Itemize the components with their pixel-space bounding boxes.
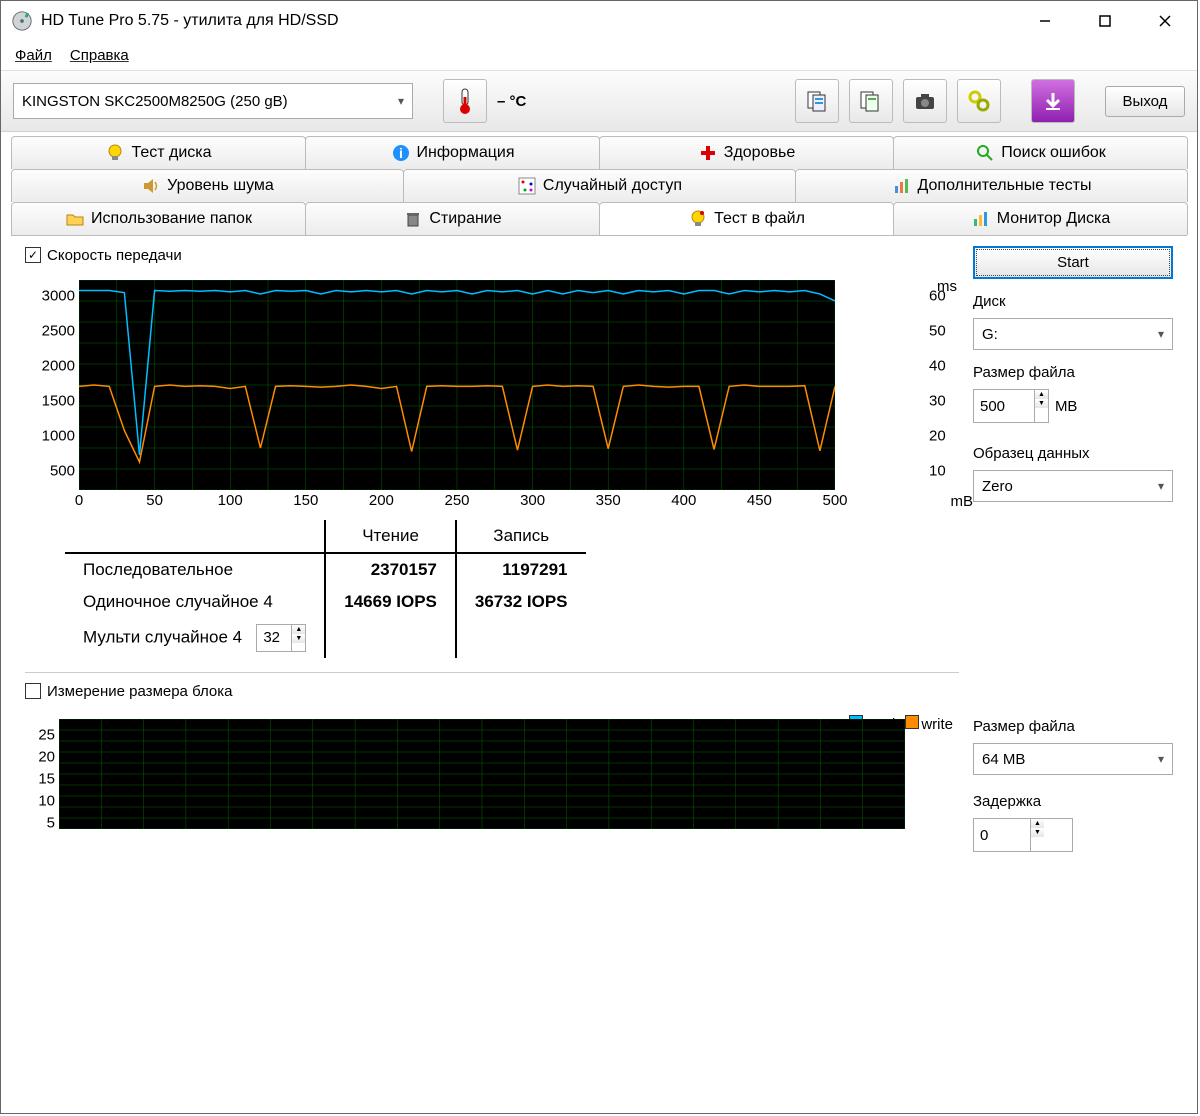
start-button[interactable]: Start <box>973 246 1173 279</box>
seq-write: 1197291 <box>456 553 586 586</box>
filesize2-selector[interactable]: 64 MB▾ <box>973 743 1173 775</box>
filesize-spinner[interactable]: ▲▼ <box>973 389 1049 423</box>
trash-icon <box>403 209 423 229</box>
filesize2-label: Размер файла <box>973 718 1173 735</box>
spin-down-icon[interactable]: ▼ <box>292 634 305 643</box>
spin-down-icon[interactable]: ▼ <box>1031 828 1044 837</box>
tab-здоровье[interactable]: Здоровье <box>599 136 894 169</box>
tab-монитор-диска[interactable]: Монитор Диска <box>893 202 1188 235</box>
copy-info-button[interactable] <box>795 79 839 123</box>
chevron-down-icon: ▾ <box>1158 327 1164 341</box>
seq-read: 2370157 <box>325 553 456 586</box>
tab-дополнительные-тесты[interactable]: Дополнительные тесты <box>795 169 1188 202</box>
exit-button[interactable]: Выход <box>1105 86 1185 117</box>
bulb-icon <box>105 143 125 163</box>
tab-использование-папок[interactable]: Использование папок <box>11 202 306 235</box>
save-button[interactable] <box>1031 79 1075 123</box>
disk-label: Диск <box>973 293 1173 310</box>
menu-help[interactable]: Справка <box>70 47 129 64</box>
temperature-button[interactable] <box>443 79 487 123</box>
pattern-selector[interactable]: Zero▾ <box>973 470 1173 502</box>
row-multi-label: Мульти случайное 4 ▲▼ <box>65 618 325 658</box>
separator <box>25 672 959 673</box>
titlebar: HD Tune Pro 5.75 - утилита для HD/SSD <box>1 1 1197 41</box>
tab-информация[interactable]: iИнформация <box>305 136 600 169</box>
chevron-down-icon: ▾ <box>1158 752 1164 766</box>
info-icon: i <box>391 143 411 163</box>
rand-write: 36732 IOPS <box>456 586 586 618</box>
delay-label: Задержка <box>973 793 1173 810</box>
minimize-button[interactable] <box>1015 3 1075 39</box>
block-chart: MB/s read write 510152025 <box>25 719 959 829</box>
filesize-label: Размер файла <box>973 364 1173 381</box>
x-axis-unit: mB <box>951 493 974 510</box>
delay-spinner[interactable]: ▲▼ <box>973 818 1073 852</box>
window-title: HD Tune Pro 5.75 - утилита для HD/SSD <box>41 12 1015 30</box>
rand-read: 14669 IOPS <box>325 586 456 618</box>
drive-selector[interactable]: KINGSTON SKC2500M8250G (250 gB) ▾ <box>13 83 413 119</box>
col-write: Запись <box>456 520 586 553</box>
disk-selector[interactable]: G:▾ <box>973 318 1173 350</box>
block-size-label: Измерение размера блока <box>47 683 233 700</box>
close-button[interactable] <box>1135 3 1195 39</box>
speaker-icon <box>141 176 161 196</box>
tab-случайный-доступ[interactable]: Случайный доступ <box>403 169 796 202</box>
tab-тест-диска[interactable]: Тест диска <box>11 136 306 169</box>
transfer-rate-label: Скорость передачи <box>47 247 182 264</box>
transfer-rate-checkbox[interactable]: ✓ Скорость передачи <box>25 247 182 264</box>
screenshot-button[interactable] <box>903 79 947 123</box>
chevron-down-icon: ▾ <box>398 94 404 108</box>
tab-поиск-ошибок[interactable]: Поиск ошибок <box>893 136 1188 169</box>
spin-up-icon[interactable]: ▲ <box>1035 390 1048 399</box>
search-icon <box>975 143 995 163</box>
spin-up-icon[interactable]: ▲ <box>1031 819 1044 828</box>
tab-стирание[interactable]: Стирание <box>305 202 600 235</box>
checkbox-box: ✓ <box>25 247 41 263</box>
random-icon <box>517 176 537 196</box>
monitor-icon <box>971 209 991 229</box>
tabs-area: Тест дискаiИнформацияЗдоровьеПоиск ошибо… <box>1 132 1197 235</box>
bulb2-icon <box>688 209 708 229</box>
checkbox-box-empty <box>25 683 41 699</box>
svg-text:i: i <box>399 145 403 161</box>
filesize-input[interactable] <box>974 390 1034 422</box>
spin-down-icon[interactable]: ▼ <box>1035 399 1048 408</box>
app-icon <box>11 10 33 32</box>
content-area: ✓ Скорость передачи MB/s ms 500100015002… <box>11 235 1187 862</box>
main-panel: ✓ Скорость передачи MB/s ms 500100015002… <box>25 246 959 852</box>
folder-icon <box>65 209 85 229</box>
row-seq-label: Последовательное <box>65 553 325 586</box>
health-icon <box>698 143 718 163</box>
block-chart-plot <box>59 719 905 829</box>
menu-file[interactable]: Файл <box>15 47 52 64</box>
transfer-chart: MB/s ms 50010001500200025003000 10203040… <box>25 280 959 514</box>
multi-queue-input[interactable] <box>257 625 291 651</box>
filesize-unit: MB <box>1055 398 1078 415</box>
spin-up-icon[interactable]: ▲ <box>292 625 305 634</box>
maximize-button[interactable] <box>1075 3 1135 39</box>
delay-input[interactable] <box>974 819 1030 851</box>
tab-уровень-шума[interactable]: Уровень шума <box>11 169 404 202</box>
pattern-label: Образец данных <box>973 445 1173 462</box>
chevron-down-icon: ▾ <box>1158 479 1164 493</box>
block-size-checkbox[interactable]: Измерение размера блока <box>25 683 233 700</box>
temperature-value: – °C <box>497 93 526 110</box>
tab-тест-в-файл[interactable]: Тест в файл <box>599 202 894 235</box>
app-window: HD Tune Pro 5.75 - утилита для HD/SSD Фа… <box>0 0 1198 1114</box>
multi-queue-spinner[interactable]: ▲▼ <box>256 624 306 652</box>
col-read: Чтение <box>325 520 456 553</box>
extra-icon <box>892 176 912 196</box>
side-panel: Start Диск G:▾ Размер файла ▲▼ MB Образе… <box>973 246 1173 852</box>
row-rand-label: Одиночное случайное 4 <box>65 586 325 618</box>
results-table: Чтение Запись Последовательное 2370157 1… <box>65 520 586 658</box>
menubar: Файл Справка <box>1 41 1197 71</box>
copy-all-button[interactable] <box>849 79 893 123</box>
settings-button[interactable] <box>957 79 1001 123</box>
transfer-chart-plot <box>79 280 835 490</box>
toolbar: KINGSTON SKC2500M8250G (250 gB) ▾ – °C В… <box>1 71 1197 132</box>
drive-selected-label: KINGSTON SKC2500M8250G (250 gB) <box>22 93 288 110</box>
